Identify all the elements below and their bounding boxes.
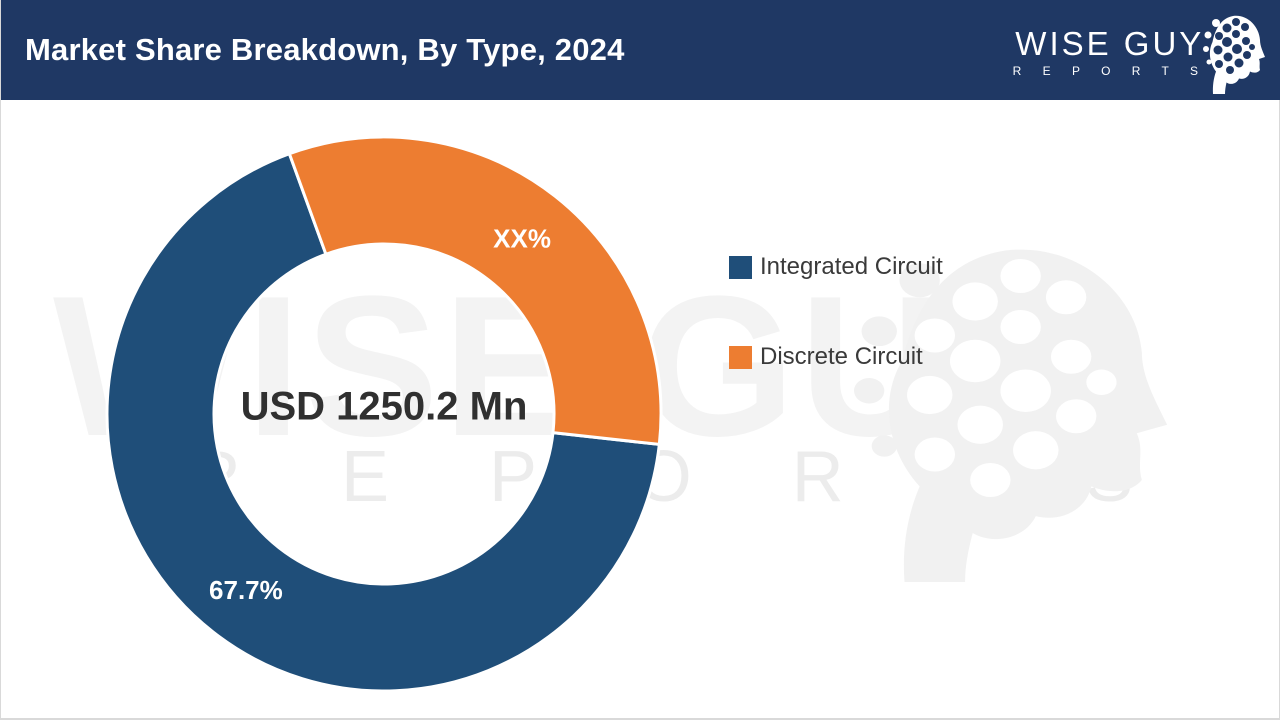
slice-discrete-circuit	[287, 135, 663, 447]
donut-slices	[105, 135, 663, 693]
slice-label-integrated-circuit: 67.7%	[209, 575, 283, 605]
legend-swatch	[729, 255, 752, 279]
logo-head-icon	[1203, 15, 1265, 94]
legend-item-integrated-circuit: Integrated Circuit	[729, 252, 943, 282]
logo-subtitle: R E P O R T S	[1012, 64, 1207, 78]
slice-integrated-circuit	[105, 151, 661, 693]
legend-label: Integrated Circuit	[760, 253, 943, 280]
logo-wordmark: WISE GUY	[1015, 25, 1205, 62]
legend-label: Discrete Circuit	[760, 343, 923, 370]
head-watermark	[854, 249, 1168, 582]
donut-center-value: USD 1250.2 Mn	[240, 384, 528, 429]
legend-item-discrete-circuit: Discrete Circuit	[729, 342, 943, 372]
wiseguy-logo: WISE GUY R E P O R T S	[1013, 10, 1265, 94]
logo-text: WISE GUY R E P O R T S	[1012, 25, 1207, 79]
page-title: Market Share Breakdown, By Type, 2024	[25, 32, 625, 67]
chart-legend: Integrated Circuit Discrete Circuit	[729, 252, 943, 432]
legend-swatch	[729, 345, 752, 369]
donut-slice-labels: 67.7% XX%	[209, 223, 551, 604]
header-bar: Market Share Breakdown, By Type, 2024 WI…	[1, 0, 1280, 100]
slice-label-discrete-circuit: XX%	[493, 223, 551, 253]
